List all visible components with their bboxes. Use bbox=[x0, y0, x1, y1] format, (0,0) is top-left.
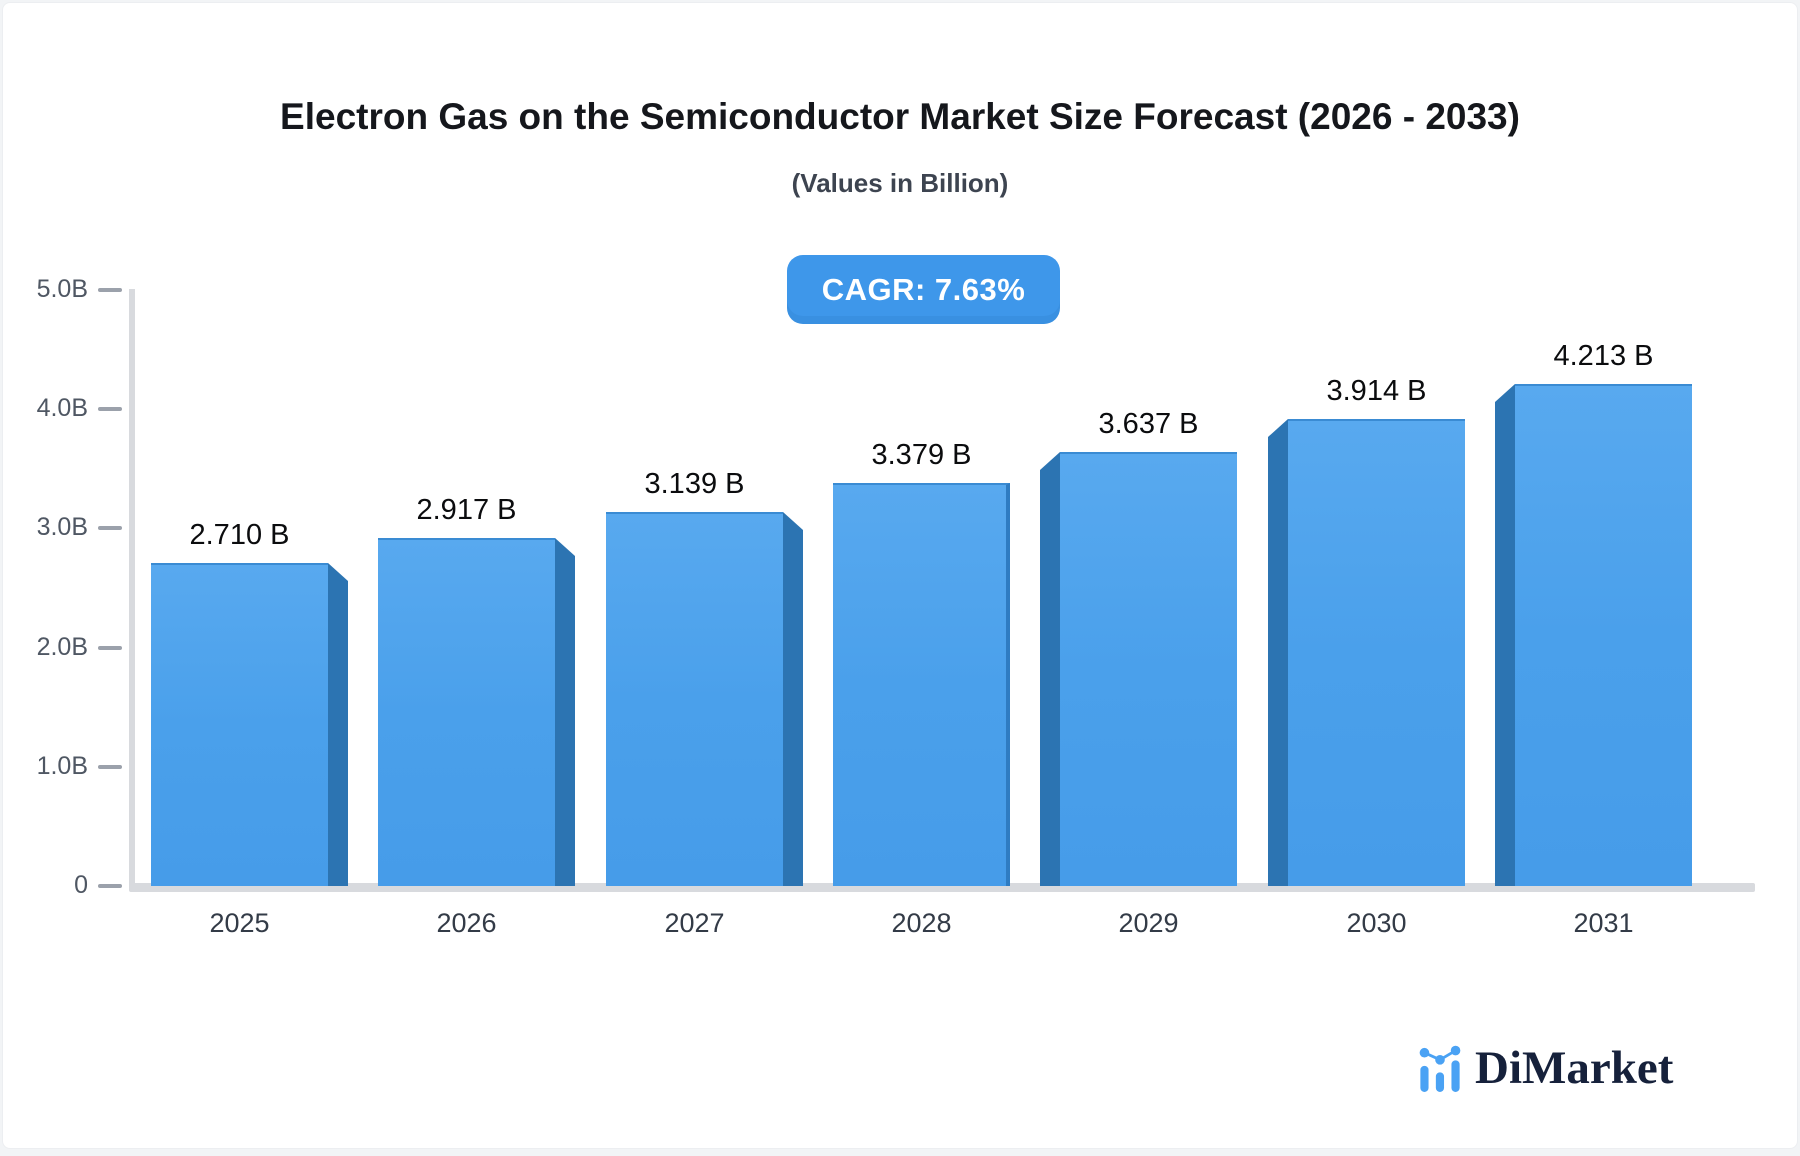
x-axis-baseline bbox=[129, 883, 1755, 892]
dimarket-logo: DiMarket bbox=[1418, 1038, 1673, 1098]
bar-value-label: 4.213 B bbox=[1553, 340, 1654, 372]
y-axis-tick-mark bbox=[98, 288, 122, 292]
chart-title: Electron Gas on the Semiconductor Market… bbox=[280, 96, 1520, 137]
mini-bar-line-chart-icon bbox=[1419, 1045, 1461, 1092]
bar-value-label: 3.914 B bbox=[1326, 375, 1427, 407]
y-axis-tick-mark bbox=[98, 764, 122, 769]
bar-value-label: 3.379 B bbox=[871, 439, 972, 471]
bar-3d-side bbox=[783, 512, 803, 886]
y-axis-tick-mark bbox=[98, 407, 122, 412]
y-axis-tick-label: 5.0B bbox=[36, 275, 88, 303]
bar-2025[interactable] bbox=[151, 563, 328, 886]
x-axis-label-2025: 2025 bbox=[209, 908, 270, 938]
logo-text: DiMarket bbox=[1475, 1042, 1674, 1094]
x-axis-label-2029: 2029 bbox=[1118, 908, 1179, 938]
y-axis-tick-mark bbox=[98, 645, 122, 650]
bar-2029[interactable] bbox=[1060, 452, 1237, 886]
cagr-badge: CAGR: 7.63% bbox=[787, 255, 1060, 324]
bar-2030[interactable] bbox=[1288, 419, 1465, 886]
x-axis-label-2028: 2028 bbox=[891, 908, 952, 938]
y-axis-line bbox=[129, 289, 135, 886]
y-axis-tick-mark bbox=[98, 526, 122, 531]
bar-2026[interactable] bbox=[378, 538, 555, 886]
y-axis-tick-label: 0 bbox=[74, 871, 88, 899]
bar-value-label: 2.710 B bbox=[189, 519, 290, 551]
y-axis-tick-mark bbox=[98, 884, 122, 888]
x-axis-label-2026: 2026 bbox=[436, 908, 497, 938]
x-axis-label-2027: 2027 bbox=[664, 908, 725, 938]
y-axis-tick-label: 3.0B bbox=[36, 513, 88, 542]
x-axis-label-2030: 2030 bbox=[1346, 908, 1407, 938]
chart-subtitle: (Values in Billion) bbox=[791, 168, 1009, 198]
bar-value-label: 3.637 B bbox=[1098, 408, 1199, 440]
x-axis-label-2031: 2031 bbox=[1573, 908, 1634, 938]
bar-3d-side bbox=[1268, 419, 1288, 886]
y-axis-tick-label: 1.0B bbox=[36, 751, 88, 780]
bar-2028[interactable] bbox=[833, 483, 1010, 886]
bar-value-label: 2.917 B bbox=[416, 494, 517, 526]
y-axis-tick-label: 4.0B bbox=[36, 394, 88, 423]
bar-3d-side bbox=[555, 538, 575, 886]
bar-3d-side bbox=[1495, 384, 1515, 886]
y-axis-tick-label: 2.0B bbox=[36, 632, 88, 661]
bar-3d-side bbox=[1040, 452, 1060, 886]
bar-value-label: 3.139 B bbox=[644, 468, 745, 500]
bar-3d-side bbox=[328, 563, 348, 886]
bar-2031[interactable] bbox=[1515, 384, 1692, 886]
bar-2027[interactable] bbox=[606, 512, 783, 886]
